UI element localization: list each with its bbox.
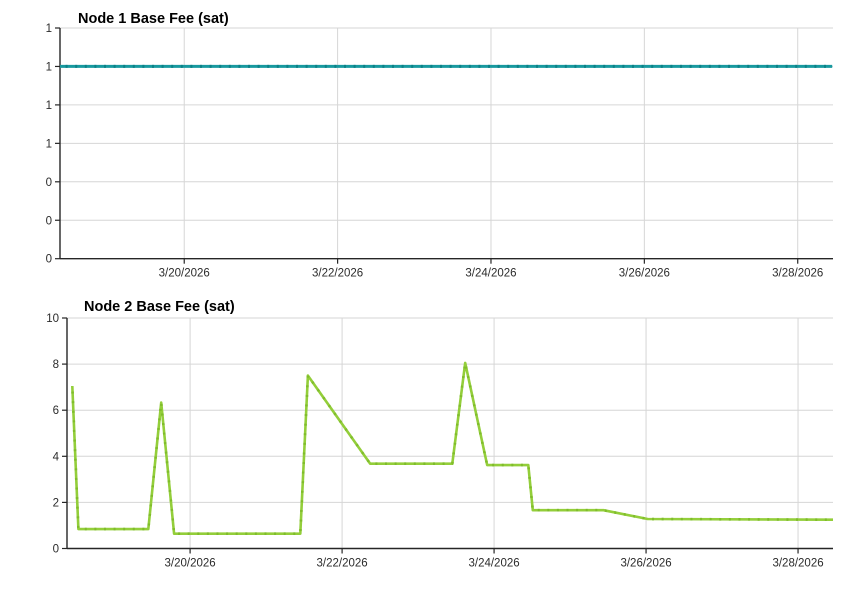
y-tick-label: 0 xyxy=(53,544,59,556)
y-tick-label: 4 xyxy=(53,451,60,463)
y-tick-label: 10 xyxy=(46,313,59,325)
chart-node2: 10 8 6 4 2 0 3/20/2026 3/22/2026 3/24/2026 3/26/2… xyxy=(46,299,834,570)
chart-title: Node 2 Base Fee (sat) xyxy=(84,299,235,315)
x-tick-label: 3/20/2026 xyxy=(159,268,210,280)
y-tick-label: 8 xyxy=(53,359,59,371)
y-tick-label: 6 xyxy=(53,405,59,417)
x-tick-label: 3/22/2026 xyxy=(312,268,363,280)
x-tick-label: 3/22/2026 xyxy=(317,558,368,570)
y-tick-label: 1 xyxy=(46,100,52,112)
x-tick-label: 3/28/2026 xyxy=(772,558,823,570)
y-tick-label: 0 xyxy=(46,254,52,266)
x-tick-label: 3/24/2026 xyxy=(465,268,516,280)
y-tick-label: 1 xyxy=(46,138,52,150)
chart-node1: 1 1 1 1 0 0 0 3/20/2026 3/22/2026 3/24/2026 3/26/2… xyxy=(46,11,833,280)
y-tick-label: 1 xyxy=(46,61,52,73)
x-tick-label: 3/20/2026 xyxy=(165,558,216,570)
y-tick-label: 0 xyxy=(46,177,52,189)
x-tick-label: 3/26/2026 xyxy=(619,268,670,280)
series-markers xyxy=(71,361,834,536)
y-tick-label: 0 xyxy=(46,215,52,227)
series-line xyxy=(71,361,834,536)
x-tick-label: 3/28/2026 xyxy=(772,268,823,280)
chart-title: Node 1 Base Fee (sat) xyxy=(78,11,229,27)
x-tick-label: 3/24/2026 xyxy=(468,558,519,570)
x-tick-label: 3/26/2026 xyxy=(620,558,671,570)
y-tick-label: 2 xyxy=(53,497,59,509)
y-tick-label: 1 xyxy=(46,23,52,35)
